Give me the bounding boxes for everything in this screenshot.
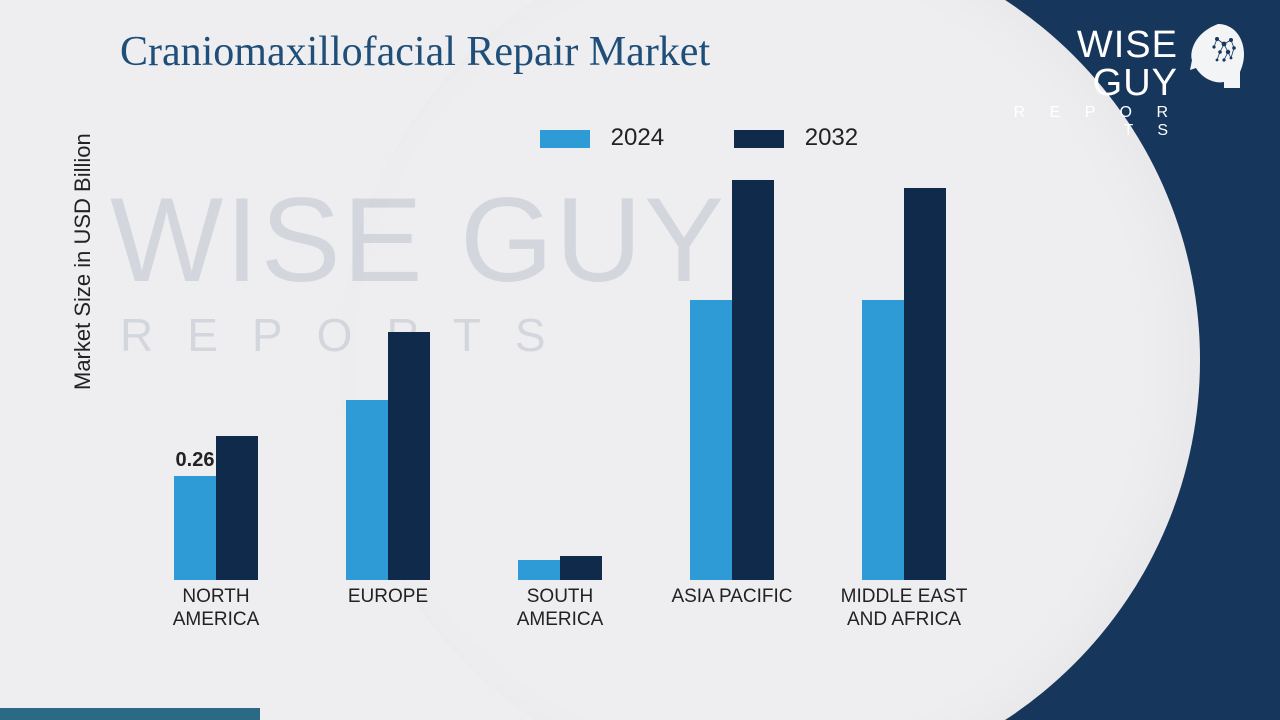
legend-item-2032: 2032: [734, 124, 858, 152]
category-label: EUROPE: [313, 586, 463, 609]
bar-group: MIDDLE EAST AND AFRICA: [862, 188, 946, 580]
category-label: MIDDLE EAST AND AFRICA: [829, 586, 979, 632]
chart-title: Craniomaxillofacial Repair Market: [120, 28, 710, 76]
bar-2032: [560, 556, 602, 580]
bar-2024: [862, 300, 904, 580]
bar-2024: [518, 560, 560, 580]
brand-line1: WISE GUY: [1008, 26, 1178, 102]
bar-2024: [174, 476, 216, 580]
legend-swatch-2032: [734, 130, 784, 148]
legend-swatch-2024: [540, 130, 590, 148]
legend-label-2024: 2024: [611, 124, 664, 151]
bar-2032: [388, 332, 430, 580]
chart-plot-area: 0.26NORTH AMERICA EUROPE SOUTH AMERICA ASIA…: [130, 160, 990, 580]
category-label: ASIA PACIFIC: [657, 586, 807, 609]
legend: 2024 2032: [540, 124, 858, 152]
brand-line2: R E P O R T S: [1008, 104, 1178, 140]
brand-logo: WISE GUY R E P O R T S: [1008, 26, 1248, 140]
bar-2024: [690, 300, 732, 580]
category-label: NORTH AMERICA: [141, 586, 291, 632]
bar-group: EUROPE: [346, 332, 430, 580]
bar-group: 0.26NORTH AMERICA: [174, 436, 258, 580]
bar-value-label: 0.26: [176, 449, 215, 472]
canvas: WISE GUY R E P O R T S WISE GUY REPORTS …: [0, 0, 1280, 720]
y-axis-label: Market Size in USD Billion: [70, 133, 96, 390]
bar-group: ASIA PACIFIC: [690, 180, 774, 580]
legend-item-2024: 2024: [540, 124, 664, 152]
bar-2032: [216, 436, 258, 580]
legend-label-2032: 2032: [805, 124, 858, 151]
brand-head-icon: [1184, 22, 1248, 92]
category-label: SOUTH AMERICA: [485, 586, 635, 632]
bar-2032: [904, 188, 946, 580]
bar-2024: [346, 400, 388, 580]
bar-2032: [732, 180, 774, 580]
bottom-accent-bar: [0, 708, 260, 720]
bar-group: SOUTH AMERICA: [518, 556, 602, 580]
